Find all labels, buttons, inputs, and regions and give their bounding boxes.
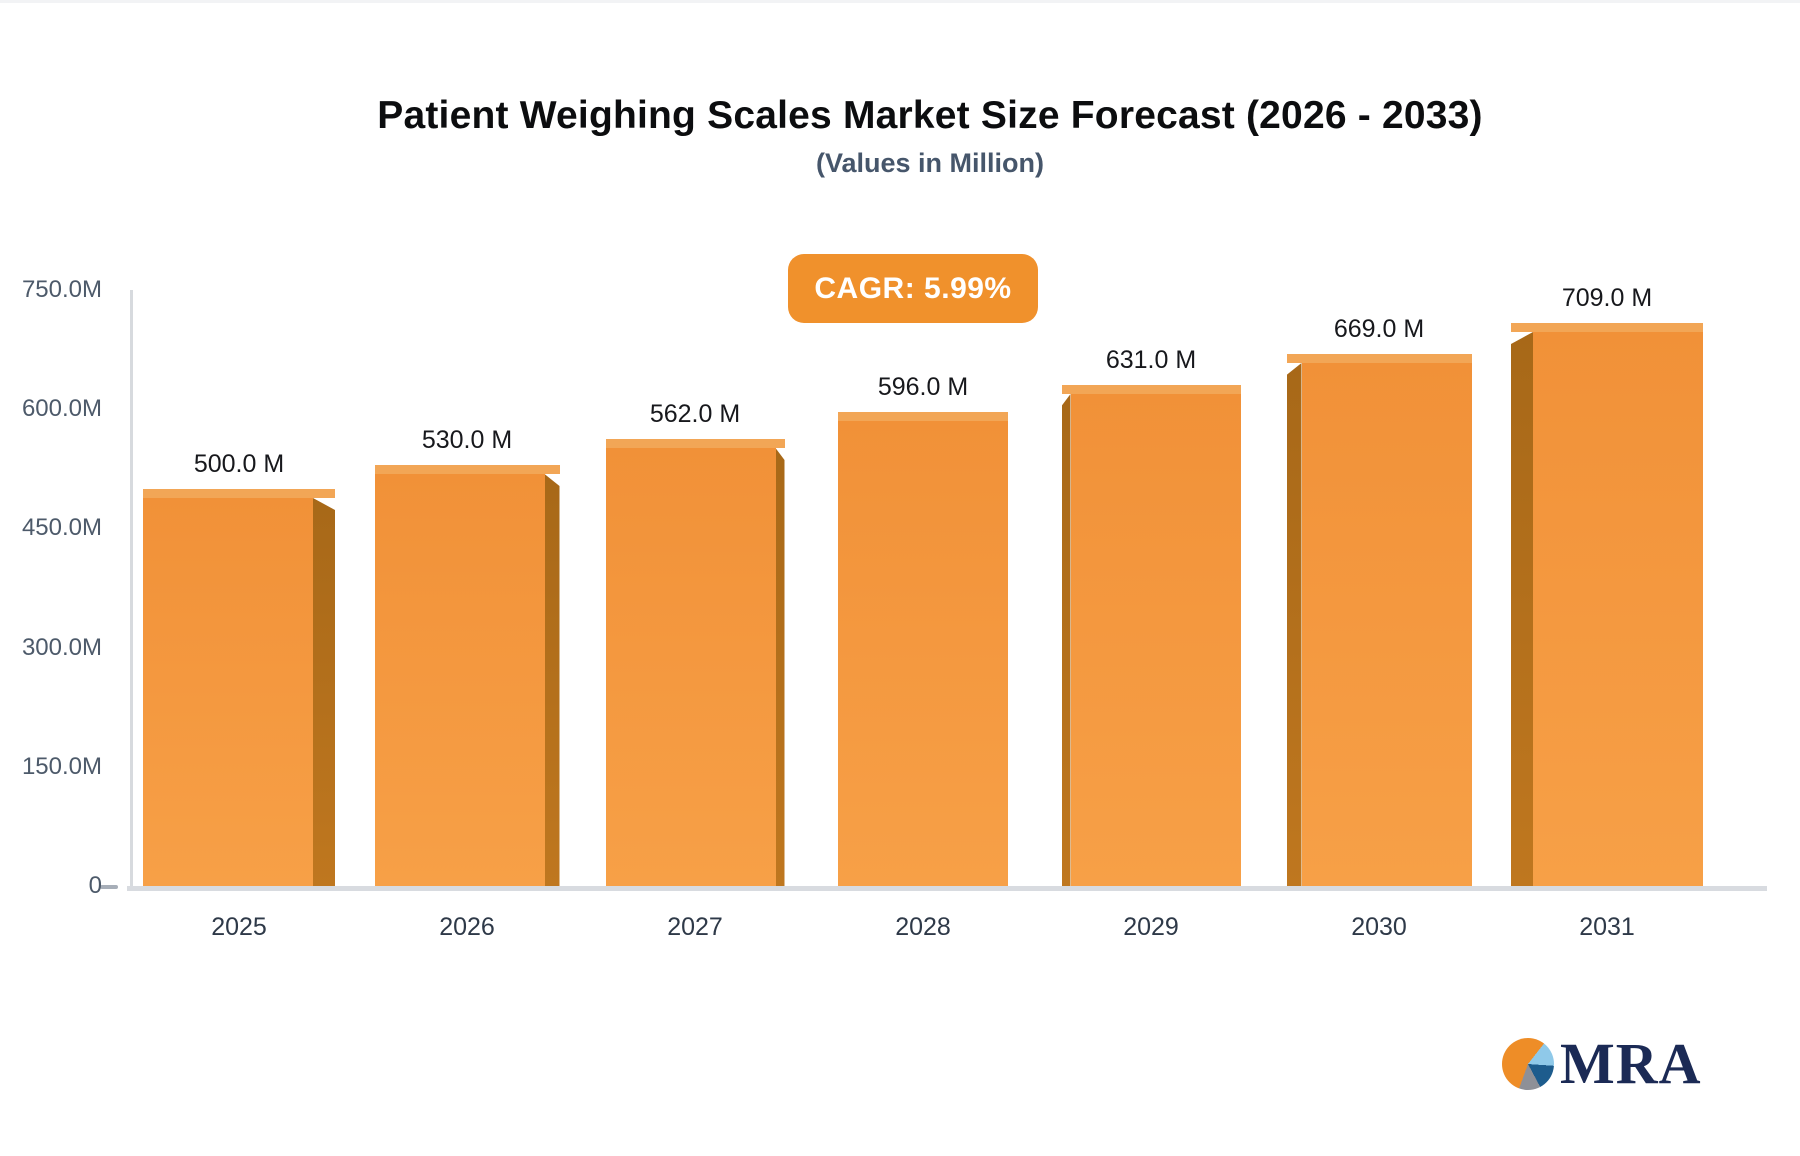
- page-top-border: [0, 0, 1800, 3]
- bar-value-label: 596.0 M: [877, 373, 969, 401]
- y-tick-label: 600.0M: [21, 395, 102, 423]
- pie-chart-logo-icon: [1502, 1038, 1554, 1090]
- x-category-label-2025: 2025: [211, 913, 267, 941]
- cagr-badge-label: CAGR: 5.99%: [814, 271, 1012, 305]
- bar-front-face: [143, 498, 313, 886]
- x-category-label-2029: 2029: [1123, 913, 1179, 941]
- bar-side-face: [544, 474, 560, 886]
- x-category-label-2030: 2030: [1351, 913, 1407, 941]
- bar-front-face: [1301, 363, 1472, 886]
- y-axis-line: [130, 290, 133, 888]
- bar-side-face: [1511, 332, 1533, 886]
- bar-value-label: 631.0 M: [1105, 346, 1197, 374]
- x-axis-baseline: [127, 886, 1767, 891]
- bar-front-face: [1070, 394, 1241, 886]
- y-tick-label: 300.0M: [21, 633, 102, 661]
- y-tick-label: 0: [88, 872, 102, 899]
- brand-logo: MRA: [1502, 1031, 1702, 1096]
- y-tick-label: 750.0M: [21, 276, 102, 303]
- bar-top-face: [143, 489, 335, 498]
- bar-2028[interactable]: [838, 412, 1008, 886]
- y-tick-label: 150.0M: [21, 752, 102, 780]
- bar-2029[interactable]: [1061, 385, 1241, 886]
- bar-side-face: [1286, 363, 1302, 886]
- bar-front-face: [838, 421, 1008, 886]
- bar-side-face: [1061, 394, 1071, 886]
- bar-top-face: [838, 412, 1008, 421]
- bar-2030[interactable]: [1286, 354, 1472, 886]
- bar-value-label: 500.0 M: [193, 450, 285, 478]
- bar-2031[interactable]: [1511, 323, 1703, 886]
- bar-top-face: [1286, 354, 1472, 363]
- bar-top-face: [374, 465, 560, 474]
- bar-front-face: [374, 474, 545, 886]
- bar-2025[interactable]: [143, 489, 335, 886]
- chart-title: Patient Weighing Scales Market Size Fore…: [377, 94, 1483, 137]
- x-category-label-2027: 2027: [667, 913, 723, 941]
- zero-tick-mark: [100, 885, 118, 889]
- bar-value-label: 709.0 M: [1561, 284, 1653, 312]
- x-category-label-2028: 2028: [895, 913, 951, 941]
- y-tick-label: 450.0M: [21, 514, 102, 542]
- bar-value-label: 530.0 M: [421, 426, 513, 454]
- bar-side-face: [775, 448, 785, 886]
- bar-2027[interactable]: [605, 439, 785, 886]
- bar-value-label: 562.0 M: [649, 400, 741, 428]
- chart-subtitle: (Values in Million): [815, 148, 1045, 178]
- brand-logo-text: MRA: [1560, 1031, 1702, 1096]
- bar-front-face: [605, 448, 776, 886]
- x-category-label-2026: 2026: [439, 913, 495, 941]
- bar-top-face: [1061, 385, 1241, 394]
- bar-top-face: [1511, 323, 1703, 332]
- cagr-badge: CAGR: 5.99%: [788, 254, 1038, 323]
- x-category-label-2031: 2031: [1579, 913, 1635, 941]
- bar-top-face: [605, 439, 785, 448]
- bar-value-label: 669.0 M: [1333, 315, 1425, 343]
- bar-side-face: [313, 498, 335, 886]
- bar-front-face: [1533, 332, 1703, 886]
- bar-2026[interactable]: [374, 465, 560, 886]
